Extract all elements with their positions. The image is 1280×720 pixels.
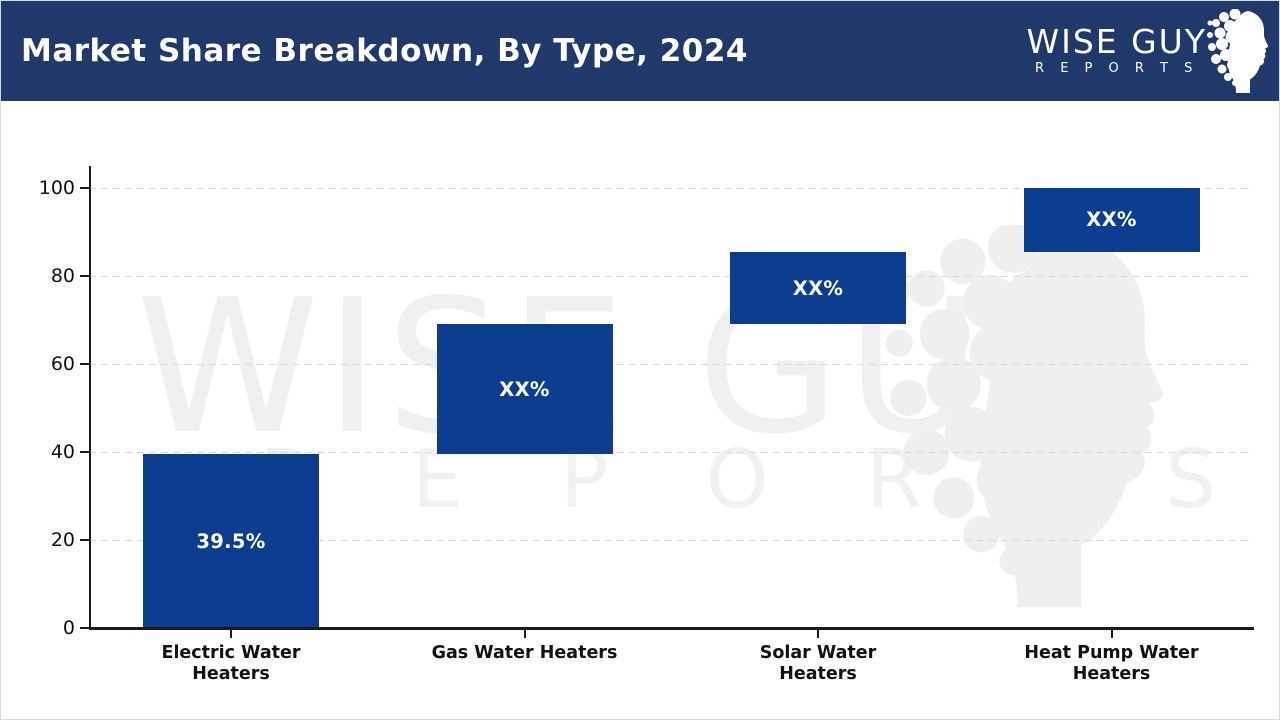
x-category-label-line: Gas Water Heaters xyxy=(431,643,618,663)
y-tick-label: 40 xyxy=(50,441,75,463)
bar-value-label: 39.5% xyxy=(196,529,266,553)
x-category-label-line: Heaters xyxy=(192,664,270,684)
y-tick-mark xyxy=(80,187,89,189)
x-category-label-line: Electric Water xyxy=(161,643,301,663)
y-axis-line xyxy=(89,166,91,630)
header-bar: Market Share Breakdown, By Type, 2024 WI… xyxy=(1,1,1280,101)
bar-segment: 39.5% xyxy=(143,454,319,628)
x-tick-mark xyxy=(230,630,232,638)
x-category-label-line: Heaters xyxy=(1072,664,1151,684)
y-tick-label: 20 xyxy=(50,529,75,551)
x-category-label: Heat Pump Water Heaters xyxy=(972,643,1252,685)
bar-segment: XX% xyxy=(1023,188,1200,252)
y-tick-mark xyxy=(80,275,89,277)
bar-value-label: XX% xyxy=(499,377,550,401)
x-category-label: Electric Water Heaters xyxy=(91,643,371,685)
logo-head-icon xyxy=(1201,9,1269,93)
y-gridline xyxy=(89,364,1254,365)
wiseguy-logo: WISE GUY R E P O R T S xyxy=(1026,9,1280,93)
x-category-label-line: Solar Water xyxy=(759,643,877,663)
bar-segment: XX% xyxy=(436,324,613,455)
bar-value-label: XX% xyxy=(792,276,844,300)
y-gridline xyxy=(89,276,1254,277)
y-tick-label: 100 xyxy=(38,177,75,199)
y-tick-mark xyxy=(80,451,89,453)
bar-segment: XX% xyxy=(730,251,906,325)
y-tick-mark xyxy=(80,627,89,629)
y-gridline xyxy=(89,188,1254,189)
x-axis-line xyxy=(89,627,1254,630)
x-category-label: Solar Water Heaters xyxy=(678,643,958,685)
x-tick-mark xyxy=(1110,630,1113,638)
y-tick-label: 80 xyxy=(50,265,75,287)
x-category-label-line: Heaters xyxy=(779,664,857,684)
x-tick-mark xyxy=(817,630,819,638)
y-tick-mark xyxy=(80,539,89,541)
bar-value-label: XX% xyxy=(1086,208,1137,232)
y-tick-label: 0 xyxy=(62,617,75,639)
logo-reports-text: R E P O R T S xyxy=(1035,61,1199,76)
y-tick-mark xyxy=(80,363,89,365)
logo-wordmark: WISE GUY xyxy=(1026,22,1207,61)
y-gridline xyxy=(89,452,1254,453)
y-tick-label: 60 xyxy=(50,353,75,375)
x-category-label: Gas Water Heaters xyxy=(385,643,665,664)
logo-text: WISE GUY R E P O R T S xyxy=(1026,25,1207,77)
chart-title: Market Share Breakdown, By Type, 2024 xyxy=(21,33,749,69)
x-category-label-line: Heat Pump Water xyxy=(1024,643,1199,663)
x-tick-mark xyxy=(523,630,526,638)
y-gridline xyxy=(89,540,1254,541)
